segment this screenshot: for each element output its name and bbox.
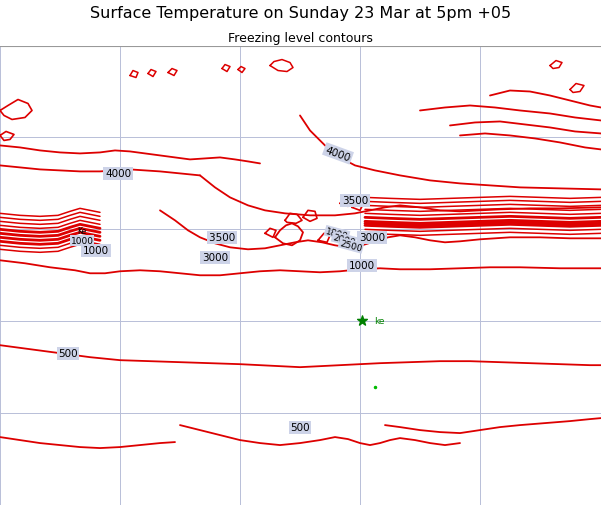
Text: Ke: Ke — [78, 226, 87, 235]
Text: 500: 500 — [290, 422, 310, 432]
Text: 2000: 2000 — [332, 232, 356, 247]
Text: 500: 500 — [58, 348, 78, 359]
Text: 2500: 2500 — [339, 238, 363, 253]
Text: 3​5​0​0: 3​5​0​0 — [209, 233, 235, 243]
Text: 1800: 1800 — [325, 227, 349, 241]
Text: 3500: 3500 — [342, 196, 368, 206]
Text: Freezing level contours: Freezing level contours — [228, 32, 373, 44]
Text: 3000: 3000 — [202, 253, 228, 263]
Text: Surface Temperature on Sunday 23 Mar at 5pm +05: Surface Temperature on Sunday 23 Mar at … — [90, 7, 511, 21]
Text: ke: ke — [374, 316, 385, 325]
Text: 3000: 3000 — [359, 233, 385, 243]
Text: 1000: 1000 — [70, 236, 94, 245]
Text: 1000: 1000 — [349, 261, 375, 271]
Text: 1000: 1000 — [83, 246, 109, 256]
Text: 4000: 4000 — [324, 145, 352, 163]
Text: 4000: 4000 — [105, 169, 131, 179]
